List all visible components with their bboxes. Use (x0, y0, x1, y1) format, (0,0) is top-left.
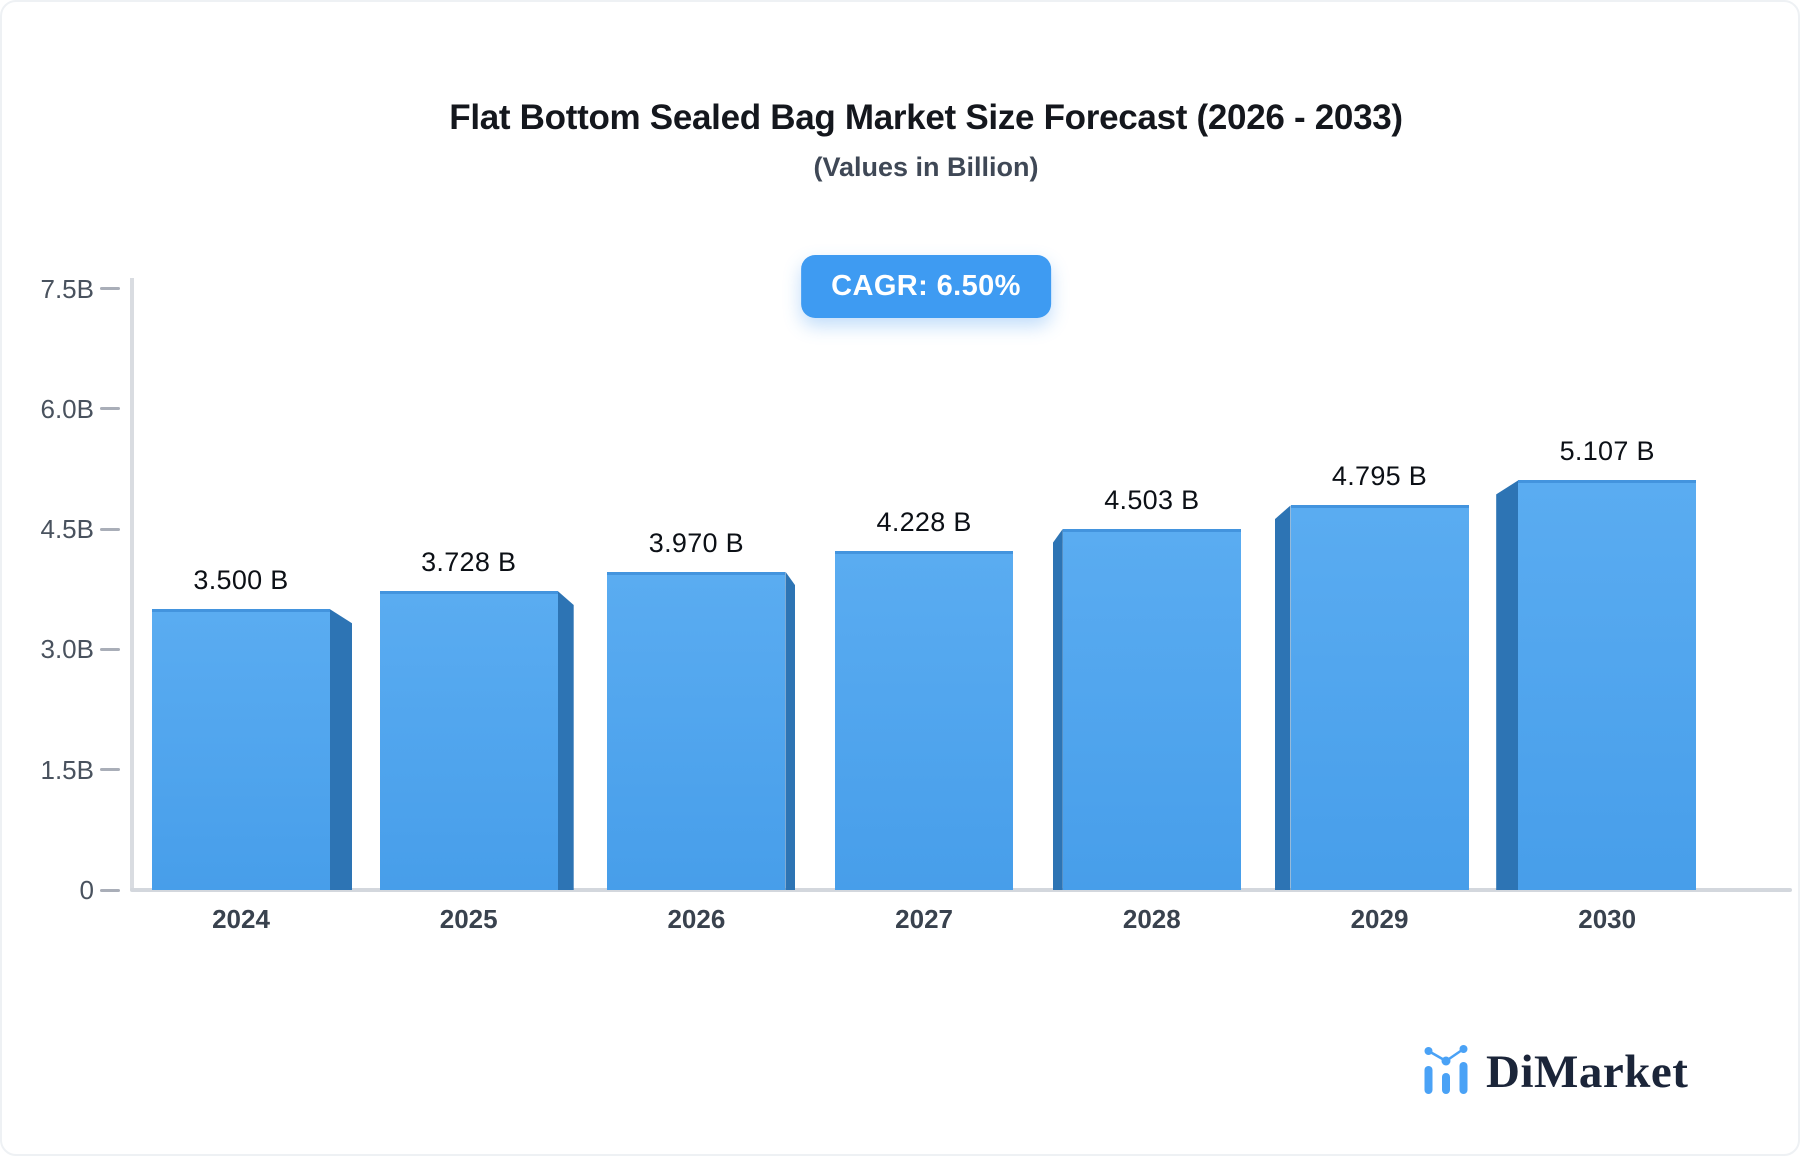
bar-3d-side-2030 (1496, 480, 1519, 890)
y-axis-tick-dash (100, 407, 120, 411)
y-axis-tick-dash (100, 287, 120, 290)
bar-2029 (1290, 505, 1469, 890)
y-axis-tick-label: 3.0B (40, 634, 95, 665)
bar-2024 (152, 609, 330, 890)
x-axis-label-2027: 2027 (895, 904, 954, 934)
x-axis-label-2028: 2028 (1122, 904, 1181, 934)
dimarket-logo: DiMarket (1420, 1044, 1689, 1098)
x-axis-label-2025: 2025 (439, 904, 498, 934)
bar-value-label: 3.728 B (421, 547, 517, 577)
y-axis-tick-dash (100, 768, 120, 772)
y-axis-tick-dash (100, 527, 120, 531)
chart-subtitle: (Values in Billion) (813, 152, 1039, 182)
x-axis-line (130, 888, 1792, 892)
y-axis-tick-label: 0 (79, 875, 94, 905)
x-axis-label-2029: 2029 (1350, 904, 1409, 934)
bar-3d-side-2026 (785, 571, 796, 890)
bar-value-label: 3.500 B (193, 565, 289, 596)
bar-3d-side-2028 (1052, 528, 1063, 890)
bar-2025 (379, 591, 558, 890)
bar-3d-side-2025 (557, 591, 574, 890)
bar-3d-side-2029 (1274, 505, 1291, 890)
bar-value-label: 4.503 B (1104, 484, 1200, 515)
bar-2026 (607, 571, 786, 890)
logo-wordmark: DiMarket (1486, 1046, 1689, 1098)
cagr-badge: CAGR: 6.50% (801, 255, 1051, 318)
bar-value-label: 4.228 B (876, 506, 972, 537)
y-axis-tick-label: 6.0B (40, 393, 95, 424)
bar-value-label: 5.107 B (1559, 436, 1655, 467)
y-axis-line (130, 278, 134, 890)
chart-title: Flat Bottom Sealed Bag Market Size Forec… (449, 98, 1403, 137)
bar-2030 (1518, 480, 1697, 890)
y-axis-tick-label: 4.5B (40, 514, 95, 545)
y-axis-tick-label: 1.5B (40, 754, 95, 785)
bar-2028 (1062, 528, 1241, 890)
bar-value-label: 3.970 B (648, 527, 744, 558)
bar-2027 (835, 550, 1014, 890)
x-axis-label-2026: 2026 (667, 904, 726, 934)
x-axis-label-2024: 2024 (212, 904, 270, 934)
x-axis-label-2030: 2030 (1578, 904, 1637, 934)
y-axis-tick-dash (100, 888, 120, 892)
bar-value-label: 4.795 B (1331, 461, 1428, 492)
bar-line-chart-icon (1424, 1045, 1468, 1094)
y-axis-tick-label: 7.5B (40, 273, 95, 304)
bar-3d-side-2024 (330, 609, 352, 890)
y-axis-tick-dash (100, 647, 120, 651)
